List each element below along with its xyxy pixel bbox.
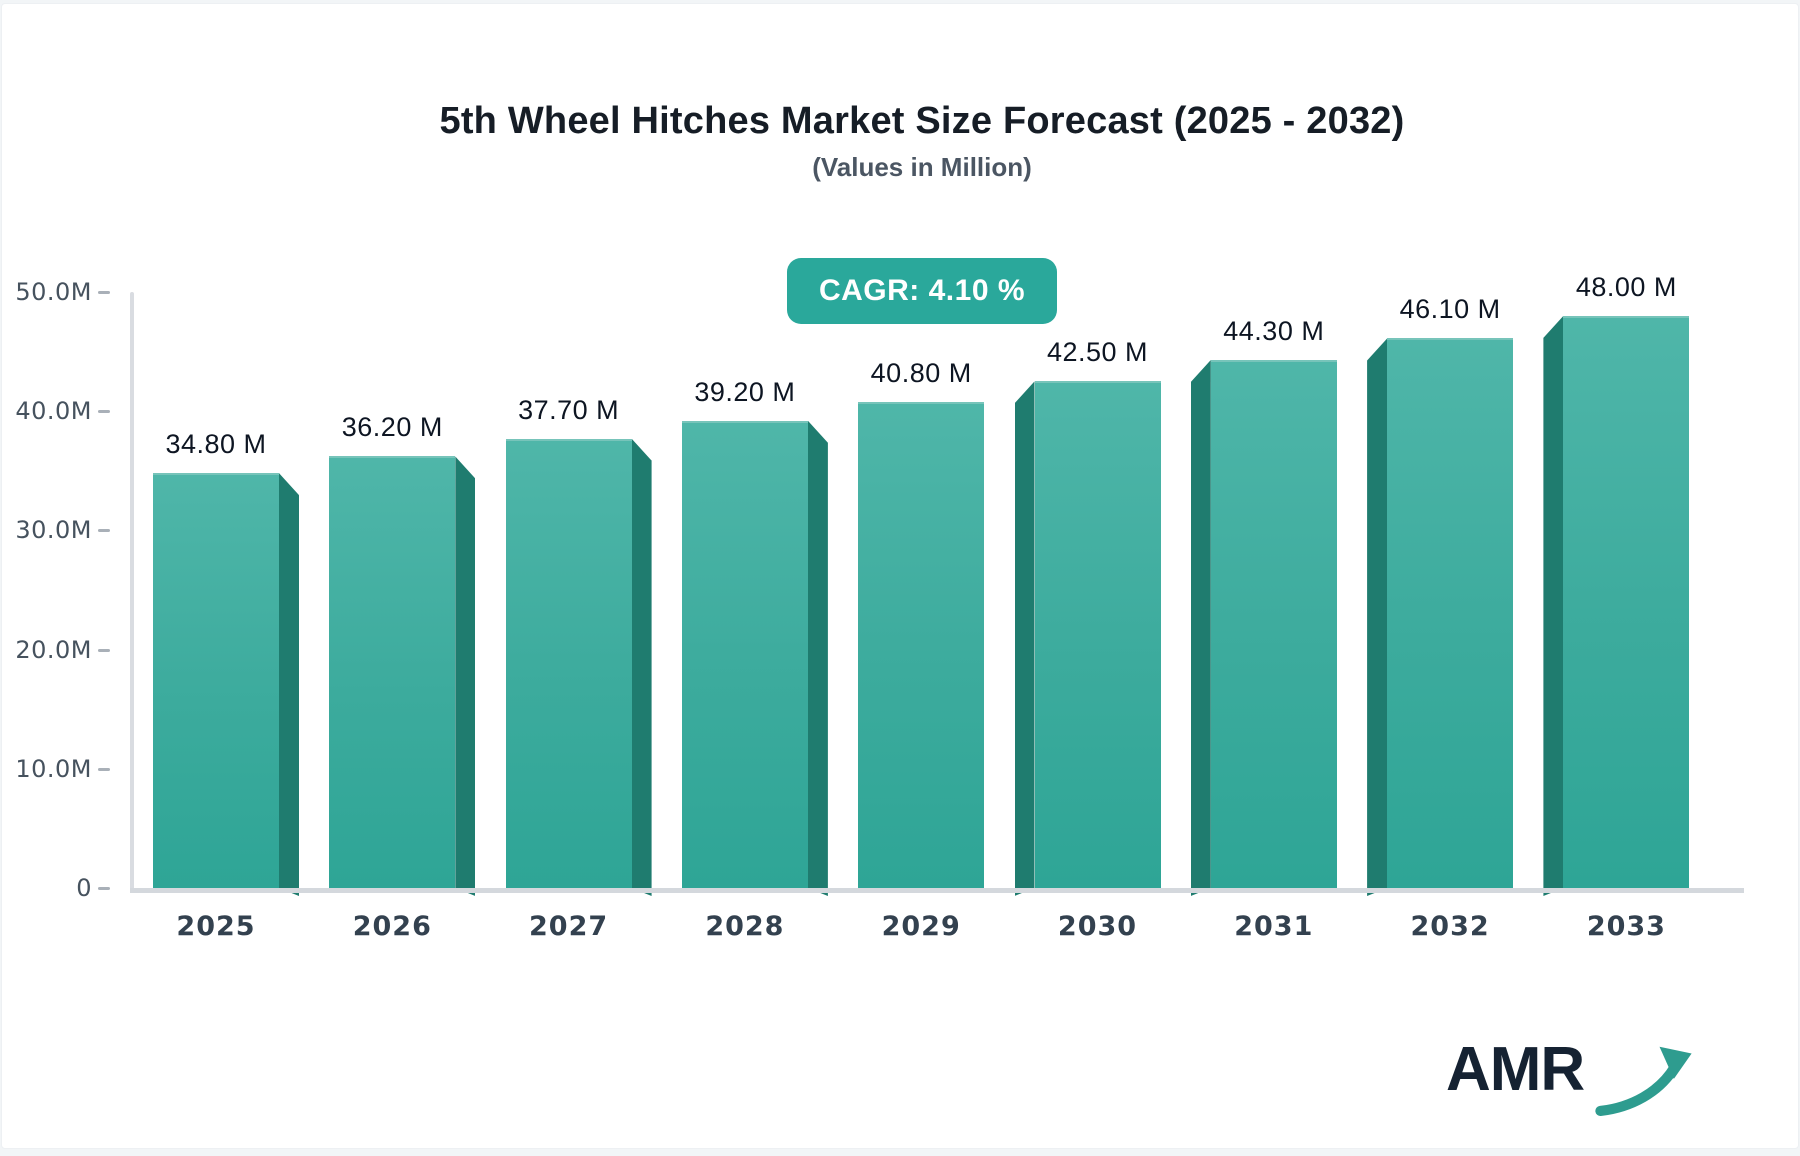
bar-value-label-2025: 34.80 M: [165, 429, 267, 460]
y-axis-tick: [98, 410, 110, 414]
bar-side-2028: [807, 420, 828, 896]
bar-side-2025: [279, 473, 299, 896]
y-axis-label-50.0M: 50.0M: [15, 278, 92, 306]
amr-logo-text: AMR: [1446, 1035, 1585, 1104]
y-axis-label-0: 0: [76, 874, 92, 902]
bar-value-label-2027: 37.70 M: [518, 394, 620, 425]
chart-card: 5th Wheel Hitches Market Size Forecast (…: [1, 3, 1799, 1149]
bar-side-2031: [1190, 359, 1211, 896]
chart-subtitle: (Values in Million): [812, 152, 1032, 182]
x-axis-line: [130, 888, 1744, 893]
chart-title: 5th Wheel Hitches Market Size Forecast (…: [439, 100, 1405, 142]
y-axis-tick: [98, 887, 110, 890]
y-axis-tick: [98, 648, 110, 652]
bar-value-label-2033: 48.00 M: [1575, 271, 1677, 302]
bar-2025: [153, 473, 279, 888]
bar-2028: [681, 420, 808, 888]
bar-2027: [505, 438, 632, 888]
y-axis-tick: [98, 767, 110, 771]
bar-2026: [329, 456, 456, 888]
bar-2032: [1387, 338, 1514, 888]
x-axis-label-2027: 2027: [529, 911, 609, 942]
y-axis-label-20.0M: 20.0M: [15, 635, 92, 664]
bar-value-label-2031: 44.30 M: [1223, 315, 1325, 346]
x-axis-label-2029: 2029: [881, 911, 961, 942]
cagr-badge-wrap: CAGR: 4.10 %: [46, 258, 1798, 324]
bar-side-2032: [1367, 338, 1388, 896]
cagr-badge: CAGR: 4.10 %: [786, 258, 1058, 324]
x-axis-label-2028: 2028: [705, 911, 785, 942]
bar-2029: [858, 401, 985, 888]
bar-side-2030: [1014, 381, 1035, 896]
x-axis-label-2032: 2032: [1410, 911, 1490, 942]
y-axis-label-10.0M: 10.0M: [15, 754, 92, 783]
x-axis-label-2030: 2030: [1057, 911, 1138, 942]
bar-value-label-2030: 42.50 M: [1046, 337, 1149, 368]
x-axis-label-2031: 2031: [1234, 911, 1314, 942]
x-axis-label-2025: 2025: [176, 911, 256, 942]
y-axis-label-40.0M: 40.0M: [15, 397, 92, 426]
growth-arrow-icon: [1594, 1040, 1698, 1121]
y-axis-tick: [98, 529, 110, 533]
x-axis-label-2033: 2033: [1586, 911, 1666, 942]
bar-value-label-2026: 36.20 M: [341, 412, 443, 443]
x-axis-label-2026: 2026: [352, 911, 432, 942]
bar-side-2027: [631, 438, 652, 896]
y-axis-tick: [98, 291, 110, 294]
bar-2031: [1210, 359, 1337, 888]
y-axis-label-30.0M: 30.0M: [15, 516, 92, 545]
bar-2030: [1034, 381, 1161, 888]
bar-side-2033: [1543, 315, 1564, 896]
bar-value-label-2029: 40.80 M: [870, 357, 972, 388]
amr-logo: AMR: [1446, 1034, 1706, 1120]
bar-2033: [1563, 315, 1690, 888]
bar-value-label-2032: 46.10 M: [1399, 294, 1501, 325]
bar-value-label-2028: 39.20 M: [694, 376, 796, 407]
y-axis-line: [130, 292, 134, 890]
bar-side-2026: [455, 456, 476, 896]
